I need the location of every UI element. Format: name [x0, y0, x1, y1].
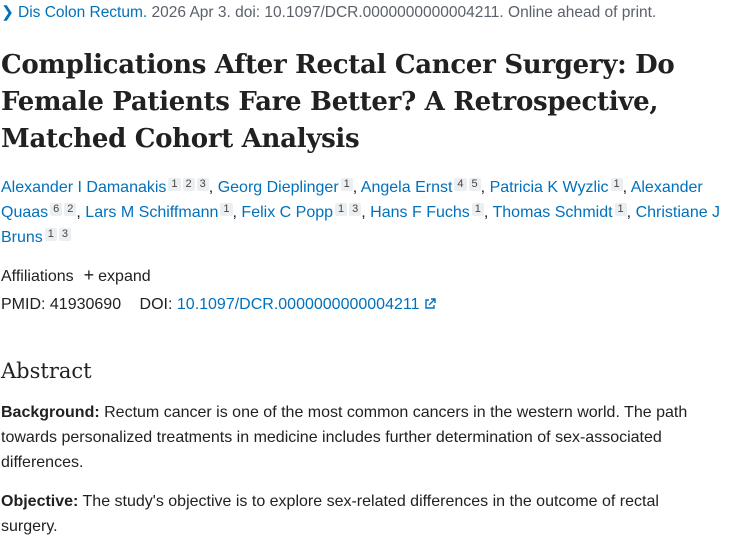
author: Felix C Popp 1 3, [241, 203, 366, 221]
affiliation-number[interactable]: 2 [182, 178, 195, 191]
page: Article {"citation": {"journal": "Dis Co… [0, 3, 750, 535]
journal-link[interactable]: Dis Colon Rectum. [18, 4, 148, 21]
affiliation-number[interactable]: 1 [220, 203, 233, 216]
article-title: Complications After Rectal Cancer Surger… [1, 50, 675, 154]
author-name[interactable]: Lars M Schiffmann [85, 204, 219, 221]
author: Patricia K Wyzlic 1, [489, 178, 628, 196]
author-name[interactable]: Georg Dieplinger [217, 179, 339, 196]
separator: , [76, 204, 81, 221]
affiliation-number[interactable]: 1 [614, 203, 627, 216]
citation: ❯ Dis Colon Rectum. 2026 Apr 3. doi: 10.1… [1, 3, 741, 23]
affiliation-number[interactable]: 6 [50, 203, 63, 216]
author-name[interactable]: Thomas Schmidt [492, 204, 613, 221]
affiliations-label: Affiliations [1, 268, 74, 285]
separator: , [232, 204, 237, 221]
affiliation-number[interactable]: 1 [44, 228, 57, 241]
author: Christiane J Bruns 1 3 [1, 204, 720, 246]
author-name[interactable]: Alexander I Damanakis [1, 179, 167, 196]
author-name[interactable]: Alexander Quaas [1, 179, 703, 221]
separator: , [622, 179, 628, 196]
author: Georg Dieplinger 1, [217, 178, 358, 196]
affiliation-number[interactable]: 1 [610, 178, 623, 191]
affiliation-number[interactable]: 3 [349, 203, 362, 216]
author-name[interactable]: Christiane J Bruns [1, 204, 721, 246]
section-label: Background: [1, 404, 100, 421]
expand-icon[interactable]: + [83, 265, 95, 285]
doi-label: DOI: [139, 296, 173, 313]
abstract-section: Background: Rectum cancer is one of the … [1, 400, 716, 475]
affiliation-number[interactable]: 3 [58, 228, 72, 241]
affiliation-number[interactable]: 1 [471, 203, 484, 216]
affiliation-number[interactable]: 3 [196, 178, 209, 191]
author: Alexander I Damanakis 1 2 3, [1, 178, 214, 196]
identifiers: PMID: 41930690 DOI: 10.1097/DCR.00000000… [1, 294, 741, 316]
body: ❯ Dis Colon Rectum. 2026 Apr 3. doi: 10.1… [0, 3, 750, 535]
author-name[interactable]: Hans F Fuchs [370, 204, 470, 221]
section-text: The study's objective is to explore sex-… [1, 493, 659, 535]
author-name[interactable]: Angela Ernst [360, 179, 453, 196]
affiliation-number[interactable]: 5 [468, 178, 481, 191]
abstract-heading: Abstract [1, 359, 92, 383]
author-name[interactable]: Patricia K Wyzlic [489, 179, 609, 196]
separator: , [208, 179, 214, 196]
author-name[interactable]: Felix C Popp [241, 204, 334, 221]
affiliations: Affiliations + expand [1, 264, 741, 288]
affiliation-number[interactable]: 1 [340, 178, 353, 191]
author: Thomas Schmidt 1, [492, 203, 632, 221]
author: Angela Ernst 4 5, [360, 178, 486, 196]
section-label: Objective: [1, 493, 79, 510]
author: Hans F Fuchs 1, [370, 203, 489, 221]
doi-link[interactable]: 10.1097/DCR.0000000000004211 [176, 296, 420, 313]
pmid: 41930690 [49, 296, 122, 313]
separator: , [361, 204, 366, 221]
separator: , [626, 204, 632, 221]
affiliation-number[interactable]: 1 [168, 178, 181, 191]
affiliation-number[interactable]: 2 [64, 203, 77, 216]
expand-toggle[interactable]: expand [98, 268, 151, 285]
citation-details: 2026 Apr 3. doi: 10.1097/DCR.00000000000… [151, 4, 657, 21]
external-icon [425, 298, 436, 309]
section-text: Rectum cancer is one of the most common … [1, 404, 688, 471]
affiliation-number[interactable]: 1 [335, 203, 348, 216]
abstract-section: Objective: The study's objective is to e… [1, 489, 716, 539]
article: ❯ Dis Colon Rectum. 2026 Apr 3. doi: 10.1… [0, 3, 741, 539]
authors: Alexander I Damanakis 1 2 3, Georg Diepling… [1, 175, 731, 250]
chevron[interactable]: ❯ [1, 4, 14, 21]
pmid-label: PMID: [1, 296, 46, 313]
separator: , [483, 204, 489, 221]
abstract-body: Background: Rectum cancer is one of the … [1, 400, 741, 539]
separator: , [352, 179, 358, 196]
author: Alexander Quaas 6 2, [1, 179, 703, 221]
author: Lars M Schiffmann 1, [85, 203, 237, 221]
separator: , [480, 179, 486, 196]
affiliation-number[interactable]: 4 [454, 178, 467, 191]
